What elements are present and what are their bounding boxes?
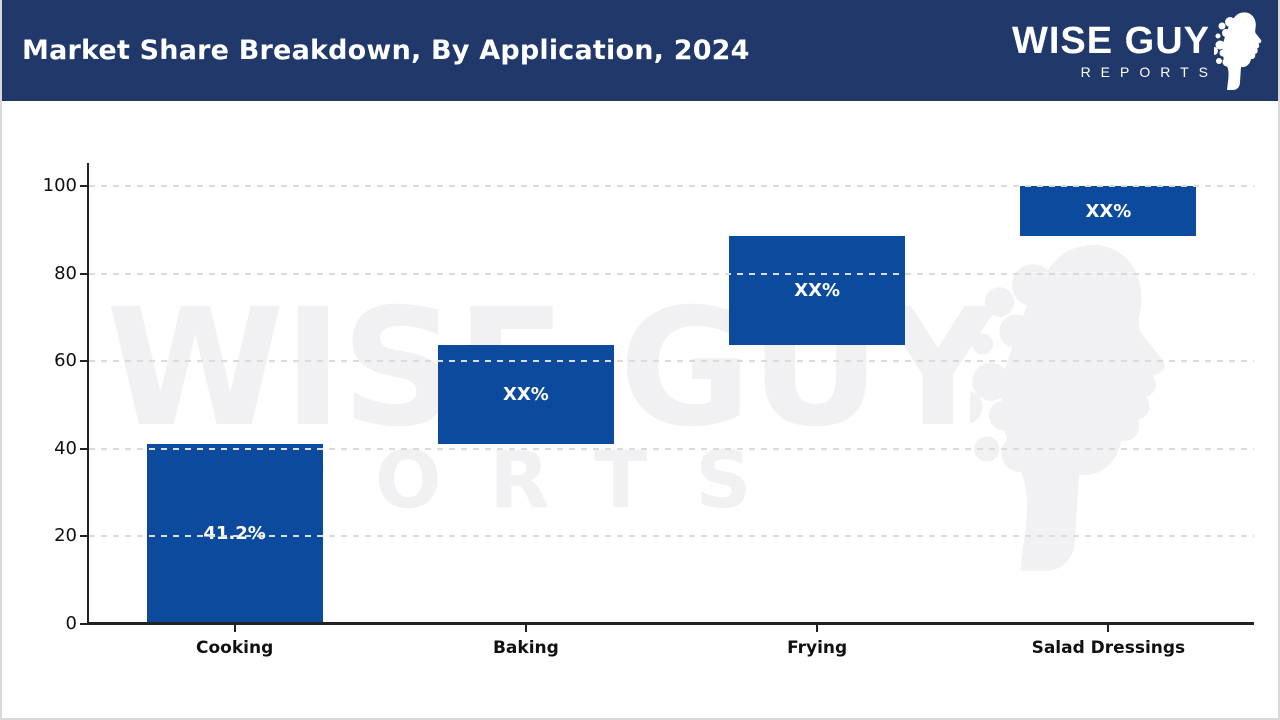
category-label-cooking: Cooking <box>196 638 274 658</box>
bar-salad-dressings: XX% <box>1020 186 1197 237</box>
x-tick-2 <box>816 624 819 632</box>
bar-value-label: XX% <box>794 280 841 302</box>
gridline-80 <box>89 272 1254 275</box>
x-tick-1 <box>524 624 527 632</box>
bar-cooking: 41.2% <box>146 443 323 624</box>
y-tick-label-40: 40 <box>54 437 77 459</box>
y-tick-20 <box>80 535 88 538</box>
logo-head-profile-icon <box>1214 11 1262 90</box>
logo-brand-sub: REPORTS <box>1080 63 1218 80</box>
plot-area: 0 20 40 60 80 100 Cooking 41.2% Baking XX% Frying X… <box>43 163 1254 658</box>
x-tick-3 <box>1107 624 1110 632</box>
category-label-baking: Baking <box>492 638 559 658</box>
logo-text: WISE GUY REPORTS <box>1012 22 1210 80</box>
y-tick-0 <box>80 623 88 625</box>
category-label-salad-dressings: Salad Dressings <box>1031 638 1186 658</box>
bar-value-label: XX% <box>502 383 549 405</box>
gridline-40 <box>89 447 1254 450</box>
x-tick-0 <box>233 624 236 632</box>
y-tick-label-60: 60 <box>54 350 77 372</box>
y-tick-60 <box>80 360 88 363</box>
bar-value-label: XX% <box>1085 200 1132 222</box>
bar-value-label: 41.2% <box>203 523 266 545</box>
wise-guy-logo: WISE GUY REPORTS <box>1012 7 1266 95</box>
y-tick-100 <box>80 185 88 187</box>
y-tick-label-20: 20 <box>54 525 77 547</box>
category-label-frying: Frying <box>787 638 848 658</box>
y-tick-40 <box>80 447 88 450</box>
header: Market Share Breakdown, By Application, … <box>2 0 1278 101</box>
y-tick-label-80: 80 <box>54 262 77 284</box>
y-axis-line <box>87 163 89 625</box>
logo-brand-name: WISE GUY <box>1011 19 1210 62</box>
gridline-60 <box>89 360 1254 363</box>
bar-frying: XX% <box>729 236 906 346</box>
chart-title: Market Share Breakdown, By Application, … <box>22 35 750 66</box>
y-tick-80 <box>80 272 88 275</box>
y-tick-label-100: 100 <box>42 175 77 196</box>
y-tick-label-0: 0 <box>65 613 77 634</box>
gridline-100 <box>89 185 1254 187</box>
x-axis-line <box>87 622 1254 625</box>
gridline-20 <box>89 535 1254 538</box>
